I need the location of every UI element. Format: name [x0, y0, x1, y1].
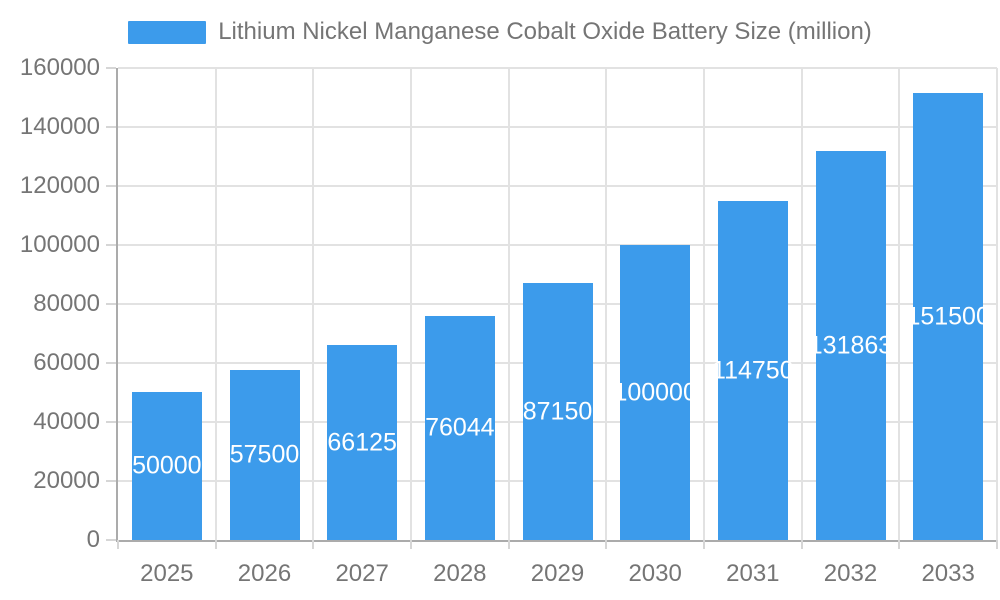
y-gridline [118, 185, 997, 187]
y-axis-label: 160000 [19, 54, 100, 81]
bar-value-label: 66125 [327, 428, 397, 456]
legend[interactable]: Lithium Nickel Manganese Cobalt Oxide Ba… [0, 18, 1000, 46]
x-axis-label: 2027 [335, 560, 389, 587]
x-axis-label: 2032 [823, 560, 878, 587]
y-axis-tick [106, 303, 116, 305]
bar: 151500 [906, 93, 990, 540]
y-gridline [118, 67, 997, 69]
x-axis-label: 2031 [726, 560, 780, 587]
x-gridline [605, 68, 608, 540]
y-axis-label: 20000 [33, 467, 100, 494]
bar: 100000 [613, 245, 697, 540]
x-axis-tick [117, 540, 119, 549]
legend-label: Lithium Nickel Manganese Cobalt Oxide Ba… [218, 18, 872, 45]
x-gridline [214, 68, 217, 540]
x-axis-label: 2028 [433, 560, 487, 587]
plot-area: 0 20000 40000 60000 80000 100000 120000 140000 1… [20, 55, 998, 587]
y-gridline [118, 244, 997, 246]
bar: 114750 [712, 201, 794, 540]
x-axis-label: 2030 [628, 560, 682, 587]
y-axis-tick [106, 421, 116, 423]
x-axis-tick [800, 540, 803, 549]
y-axis-label: 140000 [19, 113, 100, 140]
bar-value-label: 131863 [808, 331, 893, 359]
bar: 76044 [424, 316, 495, 540]
x-gridline [898, 68, 901, 540]
x-axis-tick [996, 540, 998, 549]
y-axis-label: 120000 [19, 172, 100, 199]
y-axis-tick [106, 126, 116, 128]
bar: 87150 [522, 283, 593, 540]
x-axis-label: 2033 [921, 560, 975, 587]
bar: 57500 [229, 370, 300, 540]
x-gridline [703, 68, 705, 540]
x-axis-tick [703, 540, 705, 549]
x-gridline [507, 68, 510, 540]
y-axis-label: 80000 [33, 290, 100, 317]
bar-value-label: 87150 [522, 397, 593, 425]
y-gridline [118, 126, 997, 128]
y-axis-label: 60000 [33, 349, 100, 376]
y-axis-label: 40000 [33, 408, 100, 435]
y-axis-tick [106, 480, 116, 482]
y-axis-tick [106, 539, 116, 541]
x-gridline [800, 68, 803, 540]
y-axis-tick [106, 244, 116, 246]
bar-value-label: 114750 [712, 356, 794, 384]
bar-value-label: 57500 [229, 440, 300, 469]
x-axis-label: 2026 [237, 560, 292, 587]
x-axis-tick [410, 540, 412, 549]
x-gridline [996, 68, 998, 540]
bar-value-label: 100000 [613, 378, 697, 406]
x-axis-tick [214, 540, 217, 549]
x-gridline [312, 68, 315, 540]
bar: 66125 [327, 345, 398, 540]
legend-swatch [128, 20, 207, 44]
x-axis-tick [312, 540, 315, 549]
y-axis-label: 0 [86, 526, 100, 553]
x-axis-tick [507, 540, 510, 549]
bar: 50000 [131, 392, 202, 540]
x-axis-tick [605, 540, 608, 549]
x-axis-label: 2029 [530, 560, 585, 587]
bar-value-label: 151500 [906, 302, 990, 330]
bar-value-label: 76044 [425, 413, 495, 442]
y-axis-label: 100000 [19, 231, 100, 258]
y-axis-tick [106, 185, 116, 187]
bar: 131863 [809, 151, 892, 540]
y-axis-tick [106, 67, 116, 69]
y-axis-tick [106, 362, 116, 364]
x-gridline [410, 68, 412, 540]
x-axis-tick [898, 540, 901, 549]
bar-value-label: 50000 [132, 451, 202, 480]
x-axis-label: 2025 [140, 560, 194, 587]
